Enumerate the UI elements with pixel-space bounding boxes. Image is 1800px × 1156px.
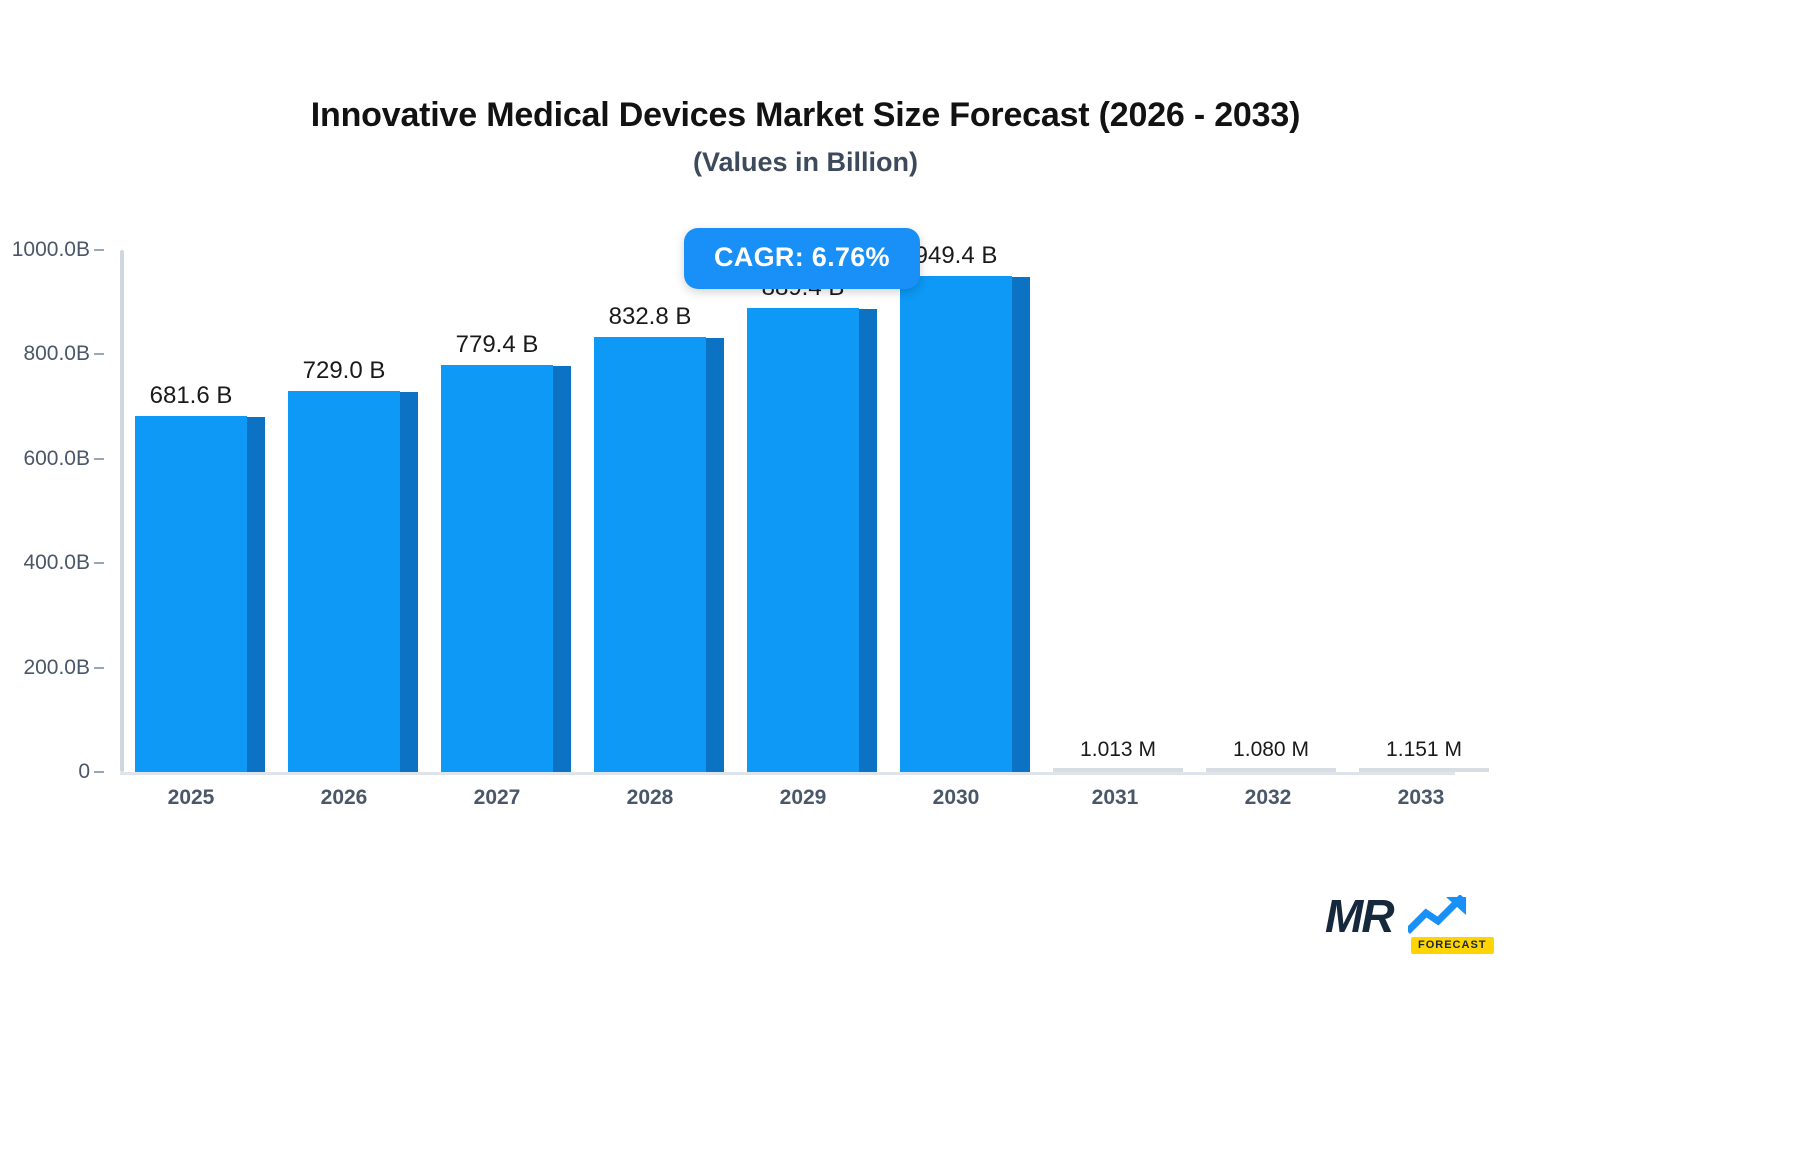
y-tick-dash (94, 353, 104, 356)
y-tick-600: 600.0B (23, 446, 90, 470)
bar-shade (706, 350, 724, 772)
y-tick-1000: 1000.0B (11, 238, 90, 261)
y-tick-dash (94, 771, 104, 773)
y-tick-200: 200.0B (23, 655, 90, 679)
bar-2031[interactable] (1053, 768, 1183, 772)
y-tick-dash (94, 457, 104, 460)
bar-group-2033[interactable]: 1.151 M (1359, 250, 1509, 772)
bar-group-2032[interactable]: 1.080 M (1206, 250, 1356, 772)
bar-shade (1012, 289, 1030, 772)
page-title: Innovative Medical Devices Market Size F… (310, 96, 1301, 134)
bar-2026[interactable] (288, 391, 400, 772)
y-axis-line (120, 250, 124, 772)
bar-value-2027: 779.4 B (455, 331, 539, 358)
bar-value-2030: 949.4 B (914, 242, 998, 269)
bar-2025[interactable] (135, 416, 247, 772)
chart-subtitle: (Values in Billion) (692, 147, 919, 178)
y-tick-400: 400.0B (23, 551, 90, 575)
bar-value-2025: 681.6 B (149, 382, 233, 409)
x-tick-2033: 2033 (1397, 786, 1445, 809)
bar-value-2028: 832.8 B (608, 303, 692, 330)
bar-group-2027[interactable]: 779.4 B (441, 250, 591, 772)
bar-shade-top (706, 338, 724, 350)
y-tick-800: 800.0B (23, 342, 90, 366)
bar-shade (247, 429, 265, 772)
bar-shade-top (247, 417, 265, 429)
x-tick-2025: 2025 (167, 786, 215, 809)
bar-2032[interactable] (1206, 768, 1336, 772)
bar-value-2031: 1.013 M (1080, 738, 1156, 761)
y-tick-dash (94, 562, 104, 565)
x-tick-2031: 2031 (1091, 786, 1139, 809)
x-tick-2028: 2028 (626, 786, 674, 809)
bar-group-2030[interactable]: 949.4 B (900, 242, 1050, 772)
bar-group-2028[interactable]: 832.8 B (594, 250, 744, 772)
bar-series: 681.6 B 729.0 B 779.4 B 832.8 (120, 242, 1489, 772)
bar-value-2026: 729.0 B (302, 357, 386, 384)
bar-shade (400, 404, 418, 772)
bar-2033[interactable] (1359, 768, 1489, 772)
y-axis-labels: 1000.0B 800.0B 600.0B 400.0B 200.0B 0 (0, 238, 104, 783)
x-tick-2026: 2026 (320, 786, 368, 809)
trend-arrow-icon (1408, 895, 1466, 934)
bar-2028[interactable] (594, 337, 706, 772)
bar-2030[interactable] (900, 276, 1012, 772)
y-tick-dash (94, 249, 104, 251)
logo-tag: FORECAST (1411, 937, 1494, 954)
x-tick-2027: 2027 (473, 786, 521, 809)
y-tick-dash (94, 666, 104, 669)
title-block: Innovative Medical Devices Market Size F… (0, 96, 1611, 178)
logo: MR FORECAST (1325, 890, 1494, 955)
x-tick-2029: 2029 (779, 786, 827, 809)
bar-shade-top (1012, 277, 1030, 289)
bar-group-2026[interactable]: 729.0 B (288, 250, 438, 772)
bar-shade (859, 321, 877, 772)
bar-shade-top (400, 392, 418, 404)
logo-wordmark: MR (1325, 890, 1395, 942)
x-tick-2032: 2032 (1244, 786, 1292, 809)
bar-shade-top (859, 309, 877, 321)
x-tick-2030: 2030 (932, 786, 980, 809)
bar-2027[interactable] (441, 365, 553, 772)
bar-value-2033: 1.151 M (1386, 738, 1462, 761)
bar-2029[interactable] (747, 308, 859, 772)
bar-value-2032: 1.080 M (1233, 738, 1309, 761)
x-axis-line (120, 772, 1455, 775)
bar-group-2029[interactable]: 889.4 B (747, 250, 897, 772)
bar-shade-top (553, 366, 571, 378)
bar-shade (553, 378, 571, 772)
plot-area: 681.6 B 729.0 B 779.4 B 832.8 (120, 242, 1489, 775)
y-tick-0: 0 (78, 760, 90, 783)
x-axis-labels: 2025 2026 2027 2028 2029 2030 2031 2032 … (120, 786, 1455, 818)
cagr-badge[interactable]: CAGR: 6.76% (684, 228, 920, 289)
bar-group-2025[interactable]: 681.6 B (135, 250, 285, 772)
bar-group-2031[interactable]: 1.013 M (1053, 250, 1203, 772)
